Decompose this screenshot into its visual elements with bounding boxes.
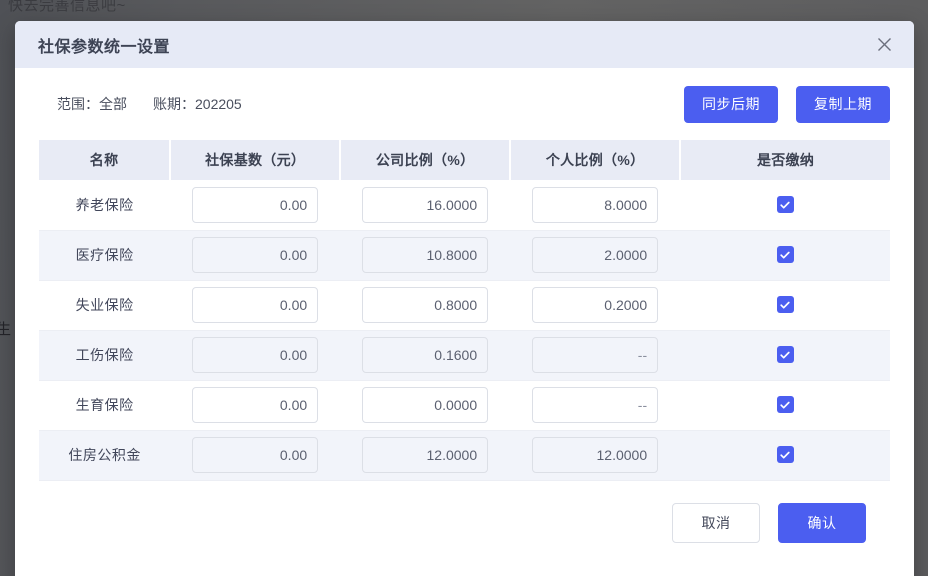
dialog-header: 社保参数统一设置 — [15, 21, 914, 68]
base-input-cell — [170, 430, 341, 481]
base-input[interactable] — [192, 337, 319, 373]
company-ratio-input-cell — [340, 280, 511, 331]
is-paid-cell — [680, 330, 890, 381]
row-name: 医疗保险 — [39, 230, 171, 281]
social-insurance-settings-dialog: 社保参数统一设置 范围：全部 账期：202205 同步后期 复制上期 — [15, 21, 914, 576]
dialog-footer: 取消 确认 — [39, 481, 890, 543]
company-ratio-input-cell — [340, 180, 511, 231]
column-header-is-paid: 是否缴纳 — [680, 140, 890, 180]
dialog-title: 社保参数统一设置 — [38, 38, 171, 56]
table-row: 住房公积金 — [39, 430, 890, 481]
personal-ratio-input-cell — [510, 430, 681, 481]
base-input[interactable] — [192, 437, 319, 473]
is-paid-checkbox[interactable] — [776, 246, 794, 264]
company-ratio-input[interactable] — [362, 287, 489, 323]
company-ratio-input[interactable] — [362, 337, 489, 373]
base-input[interactable] — [192, 237, 319, 273]
personal-ratio-input-cell — [510, 280, 681, 331]
row-name: 工伤保险 — [39, 330, 171, 381]
personal-ratio-input[interactable] — [532, 337, 659, 373]
company-ratio-input[interactable] — [362, 387, 489, 423]
is-paid-cell — [680, 230, 890, 281]
column-header-base: 社保基数（元） — [170, 140, 342, 180]
column-header-name: 名称 — [39, 140, 172, 180]
row-name: 失业保险 — [39, 280, 171, 331]
base-input-cell — [170, 280, 341, 331]
cancel-button[interactable]: 取消 — [672, 502, 760, 543]
meta-row: 范围：全部 账期：202205 同步后期 复制上期 — [39, 68, 890, 140]
backdrop-partial-text: 生 — [0, 321, 12, 338]
backdrop-hint-text: 快去完善信息吧~ — [8, 0, 126, 14]
is-paid-cell — [680, 430, 890, 481]
base-input[interactable] — [192, 387, 319, 423]
scope-label: 范围：全部 — [57, 96, 127, 112]
is-paid-cell — [680, 280, 890, 331]
row-name: 养老保险 — [39, 180, 171, 231]
personal-ratio-input-cell — [510, 330, 681, 381]
base-input-cell — [170, 330, 341, 381]
base-input-cell — [170, 380, 341, 431]
table-row: 工伤保险 — [39, 330, 890, 381]
table-header-row: 名称 社保基数（元） 公司比例（%） 个人比例（%） 是否缴纳 — [39, 140, 890, 180]
base-input-cell — [170, 180, 341, 231]
personal-ratio-input-cell — [510, 180, 681, 231]
confirm-button[interactable]: 确认 — [778, 502, 866, 543]
personal-ratio-input[interactable] — [532, 186, 659, 223]
table-row: 生育保险 — [39, 380, 890, 431]
base-input[interactable] — [192, 186, 319, 223]
base-input-cell — [170, 230, 341, 281]
personal-ratio-input[interactable] — [532, 237, 659, 273]
table-row: 医疗保险 — [39, 230, 890, 281]
column-header-personal-ratio: 个人比例（%） — [510, 140, 682, 180]
personal-ratio-input[interactable] — [532, 437, 659, 473]
company-ratio-input[interactable] — [362, 437, 489, 473]
is-paid-cell — [680, 380, 890, 431]
company-ratio-input[interactable] — [362, 237, 489, 273]
period-label: 账期：202205 — [153, 96, 242, 112]
table-row: 养老保险 — [39, 180, 890, 231]
column-header-company-ratio: 公司比例（%） — [340, 140, 512, 180]
company-ratio-input-cell — [340, 380, 511, 431]
close-icon[interactable] — [871, 32, 897, 58]
company-ratio-input-cell — [340, 330, 511, 381]
is-paid-checkbox[interactable] — [776, 296, 794, 314]
row-name: 住房公积金 — [39, 430, 171, 481]
is-paid-checkbox[interactable] — [776, 446, 794, 464]
company-ratio-input-cell — [340, 430, 511, 481]
company-ratio-input-cell — [340, 230, 511, 281]
social-insurance-parameter-table: 名称 社保基数（元） 公司比例（%） 个人比例（%） 是否缴纳 养老保险医疗保险… — [39, 140, 890, 481]
base-input[interactable] — [192, 287, 319, 323]
is-paid-checkbox[interactable] — [776, 396, 794, 414]
table-body: 养老保险医疗保险失业保险工伤保险生育保险住房公积金 — [39, 180, 890, 481]
personal-ratio-input[interactable] — [532, 287, 659, 323]
table-header: 名称 社保基数（元） 公司比例（%） 个人比例（%） 是否缴纳 — [39, 140, 890, 180]
table-row: 失业保险 — [39, 280, 890, 331]
personal-ratio-input[interactable] — [532, 387, 659, 423]
company-ratio-input[interactable] — [362, 186, 489, 223]
is-paid-checkbox[interactable] — [776, 346, 794, 364]
row-name: 生育保险 — [39, 380, 171, 431]
is-paid-checkbox[interactable] — [776, 196, 794, 214]
personal-ratio-input-cell — [510, 230, 681, 281]
is-paid-cell — [680, 180, 890, 231]
copy-previous-period-button[interactable]: 复制上期 — [796, 85, 890, 123]
sync-later-button[interactable]: 同步后期 — [684, 85, 778, 123]
dialog-body: 范围：全部 账期：202205 同步后期 复制上期 名称 社保基数（元） 公司比… — [15, 68, 914, 543]
personal-ratio-input-cell — [510, 380, 681, 431]
